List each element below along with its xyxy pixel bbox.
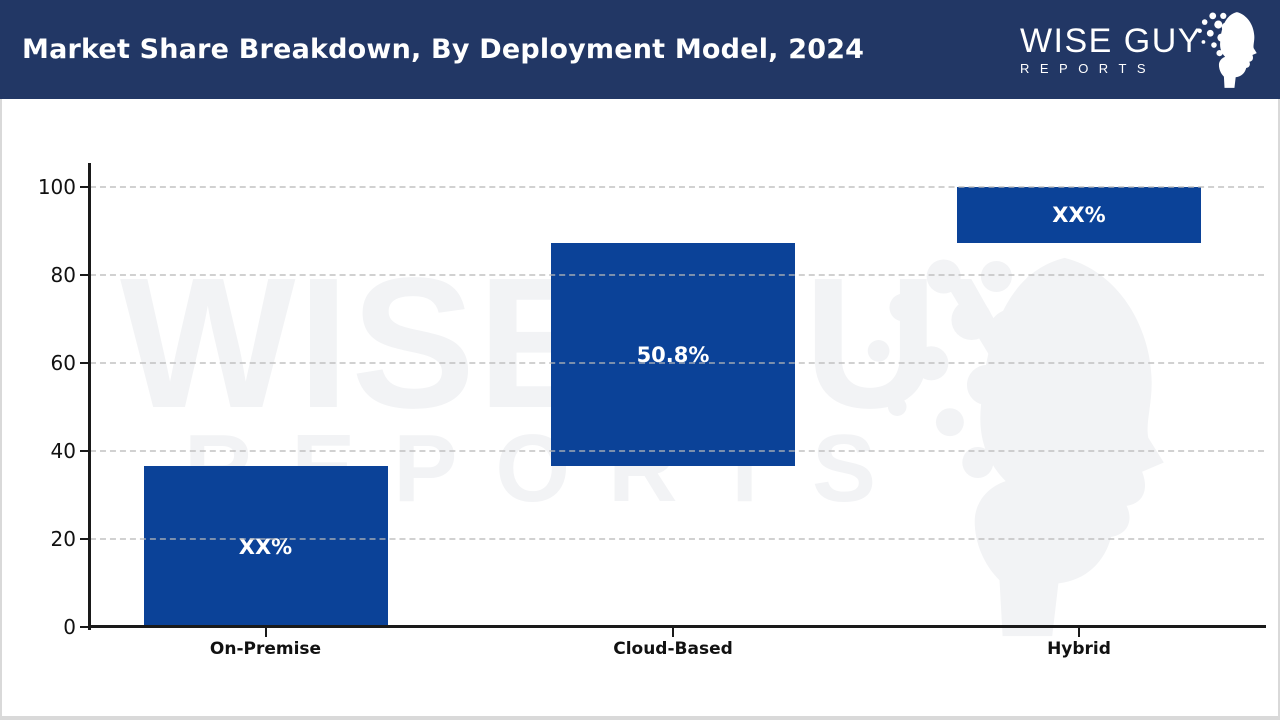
y-tick-mark-100 [80, 186, 89, 188]
y-tick-mark-40 [80, 450, 89, 452]
bar-cloud-based: 50.8% [551, 242, 795, 467]
gridline-40 [90, 450, 1264, 452]
head-profile-icon [1197, 11, 1257, 88]
y-tick-label-60: 60 [50, 351, 76, 375]
category-label-hybrid: Hybrid [1047, 639, 1111, 659]
chart-canvas: WISE GUY REPORTS 0 20 40 60 80 100 XX% On-Premi… [0, 99, 1280, 720]
brand-name: WISE GUY [1019, 21, 1202, 60]
gridline-60 [90, 362, 1264, 364]
y-tick-mark-60 [80, 362, 89, 364]
y-tick-label-0: 0 [63, 615, 76, 639]
bar-hybrid: XX% [957, 187, 1201, 243]
bar-label-hybrid: XX% [1052, 202, 1106, 227]
gridline-100 [90, 186, 1264, 188]
y-tick-label-100: 100 [37, 175, 76, 199]
page-title: Market Share Breakdown, By Deployment Mo… [22, 34, 865, 65]
brand-wordmark: WISE GUY REPORTS [1020, 24, 1202, 76]
gridline-80 [90, 274, 1264, 276]
x-axis-line [88, 625, 1266, 628]
y-axis-line [88, 163, 91, 630]
x-tick-mark-on-premise [264, 628, 267, 637]
plot-area: 0 20 40 60 80 100 XX% On-Premise 50.8% Cloud-Base… [2, 99, 1278, 716]
category-label-cloud-based: Cloud-Based [613, 639, 733, 659]
y-tick-mark-0 [80, 626, 89, 628]
x-tick-mark-cloud-based [672, 628, 674, 637]
y-tick-mark-80 [80, 274, 89, 276]
brand-subname: REPORTS [1019, 60, 1157, 76]
bar-on-premise: XX% [143, 466, 388, 627]
y-tick-label-40: 40 [50, 439, 76, 463]
y-tick-mark-20 [80, 538, 89, 540]
brand-logo: WISE GUY REPORTS [1020, 8, 1258, 92]
x-tick-mark-hybrid [1078, 628, 1080, 637]
gridline-20 [90, 538, 1264, 540]
header-bar: Market Share Breakdown, By Deployment Mo… [0, 0, 1280, 99]
y-tick-label-80: 80 [50, 263, 76, 287]
y-tick-label-20: 20 [50, 527, 76, 551]
category-label-on-premise: On-Premise [209, 639, 322, 659]
